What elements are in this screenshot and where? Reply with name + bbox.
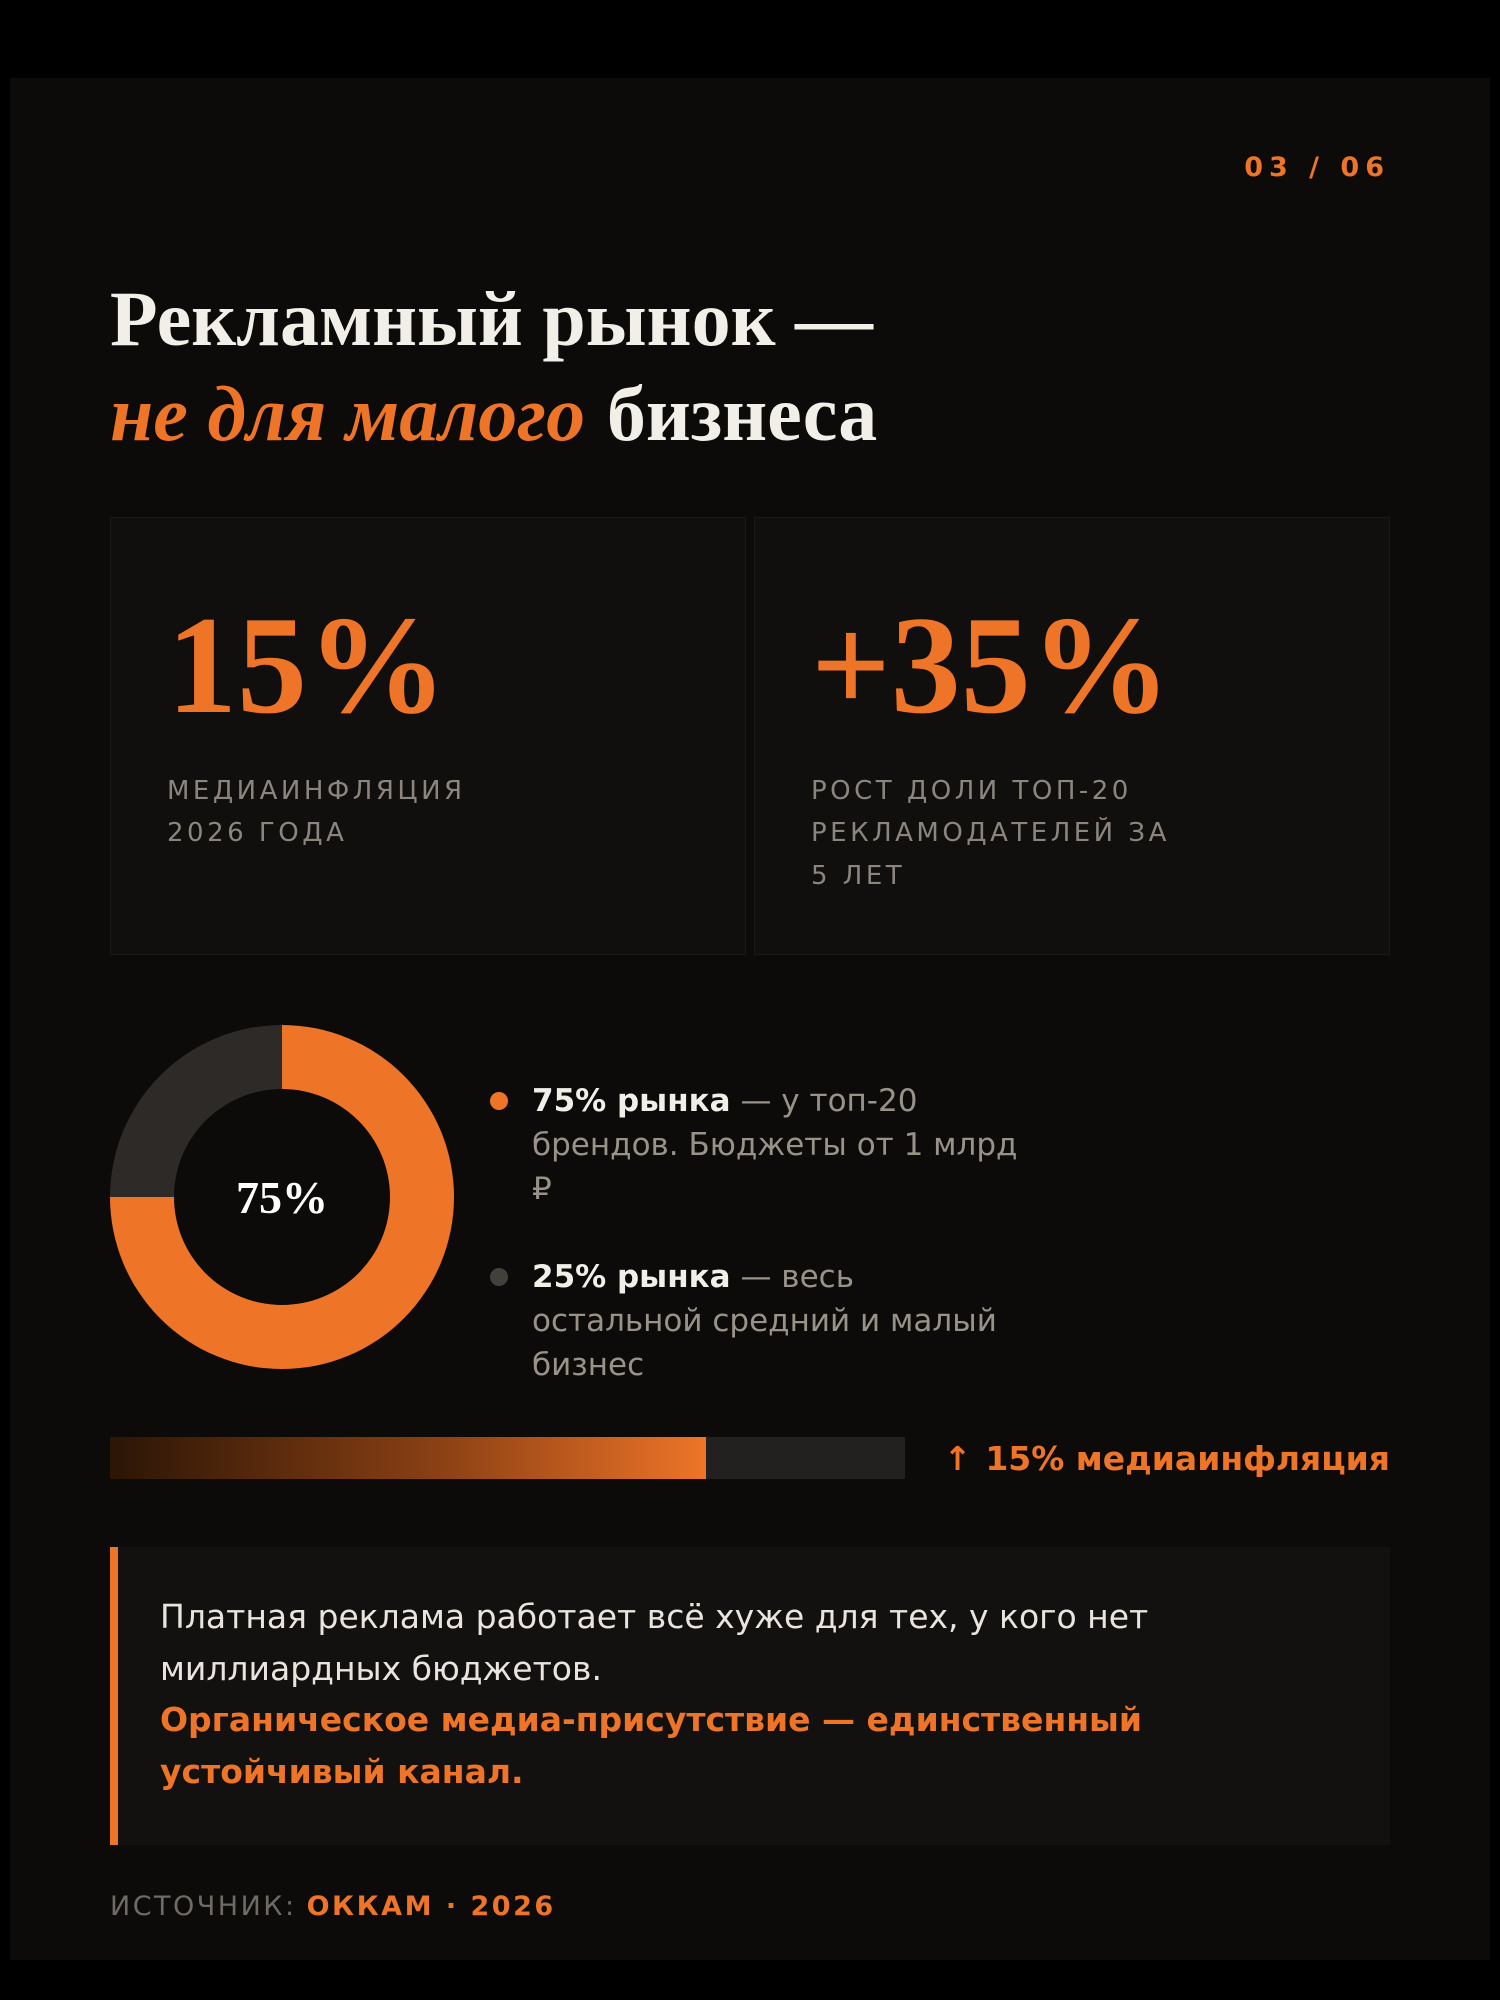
- title-line-2-tail: бизнеса: [606, 370, 878, 458]
- arrow-up-icon: ↑: [943, 1438, 972, 1478]
- slide-title: Рекламный рынок — не для малого бизнеса: [110, 271, 1390, 461]
- page-number: 03 / 06: [1244, 152, 1390, 183]
- donut-center: 75%: [174, 1089, 390, 1306]
- legend-desc-top20: — у топ-20 брендов. Бюджеты от 1 млрд ₽: [532, 1083, 1018, 1208]
- inflation-label-text: 15% медиаинфляция: [985, 1438, 1390, 1478]
- inflation-bar-fill: [110, 1437, 707, 1480]
- inflation-bar-track: [110, 1437, 905, 1480]
- legend-title-rest: 25% рынка: [532, 1259, 731, 1296]
- stat-value-media-inflation: 15%: [167, 588, 447, 744]
- legend-text-top20: 75% рынка — у топ-20 брендов. Бюджеты от…: [532, 1079, 1032, 1211]
- donut-legend: 75% рынка — у топ-20 брендов. Бюджеты от…: [490, 1025, 1032, 1387]
- legend-title-top20: 75% рынка: [532, 1083, 731, 1120]
- stat-card-media-inflation: 15% МЕДИАИНФЛЯЦИЯ 2026 ГОДА: [110, 517, 746, 956]
- legend-desc-rest: — весь остальной средний и малый бизнес: [532, 1259, 997, 1384]
- legend-item-top20: 75% рынка — у топ-20 брендов. Бюджеты от…: [490, 1079, 1032, 1211]
- legend-text-rest: 25% рынка — весь остальной средний и мал…: [532, 1255, 1032, 1387]
- stat-label-top20-growth: РОСТ ДОЛИ ТОП-20 РЕКЛАМОДАТЕЛЕЙ ЗА 5 ЛЕТ: [811, 776, 1170, 891]
- stat-card-top20-growth: +35% РОСТ ДОЛИ ТОП-20 РЕКЛАМОДАТЕЛЕЙ ЗА …: [754, 517, 1390, 956]
- source-value: ОККАМ · 2026: [306, 1891, 556, 1923]
- source-label: ИСТОЧНИК:: [110, 1891, 297, 1923]
- market-share-section: 75% 75% рынка — у топ-20 брендов. Бюджет…: [110, 1025, 1390, 1387]
- stat-value-top20-growth: +35%: [811, 588, 1171, 744]
- callout-text: Платная реклама работает всё хуже для те…: [160, 1597, 1149, 1688]
- legend-item-rest: 25% рынка — весь остальной средний и мал…: [490, 1255, 1032, 1387]
- stat-label-media-inflation: МЕДИАИНФЛЯЦИЯ 2026 ГОДА: [167, 776, 466, 849]
- inflation-bar-label: ↑ 15% медиаинфляция: [944, 1439, 1390, 1478]
- legend-dot: [490, 1092, 508, 1111]
- donut-center-label: 75%: [236, 1171, 328, 1223]
- source-line: ИСТОЧНИК: ОККАМ · 2026: [110, 1891, 1390, 1922]
- stats-row: 15% МЕДИАИНФЛЯЦИЯ 2026 ГОДА +35% РОСТ ДО…: [110, 517, 1390, 956]
- title-emphasis: не для малого: [110, 370, 586, 458]
- legend-dot: [490, 1268, 508, 1287]
- title-line-1: Рекламный рынок —: [110, 275, 874, 362]
- callout-highlight: Органическое медиа-присутствие — единств…: [160, 1700, 1143, 1791]
- callout-box: Платная реклама работает всё хуже для те…: [110, 1547, 1390, 1846]
- inflation-bar-section: ↑ 15% медиаинфляция: [110, 1437, 1390, 1480]
- donut-chart: 75%: [110, 1025, 454, 1370]
- slide-card: 03 / 06 Рекламный рынок — не для малого б…: [10, 78, 1490, 1960]
